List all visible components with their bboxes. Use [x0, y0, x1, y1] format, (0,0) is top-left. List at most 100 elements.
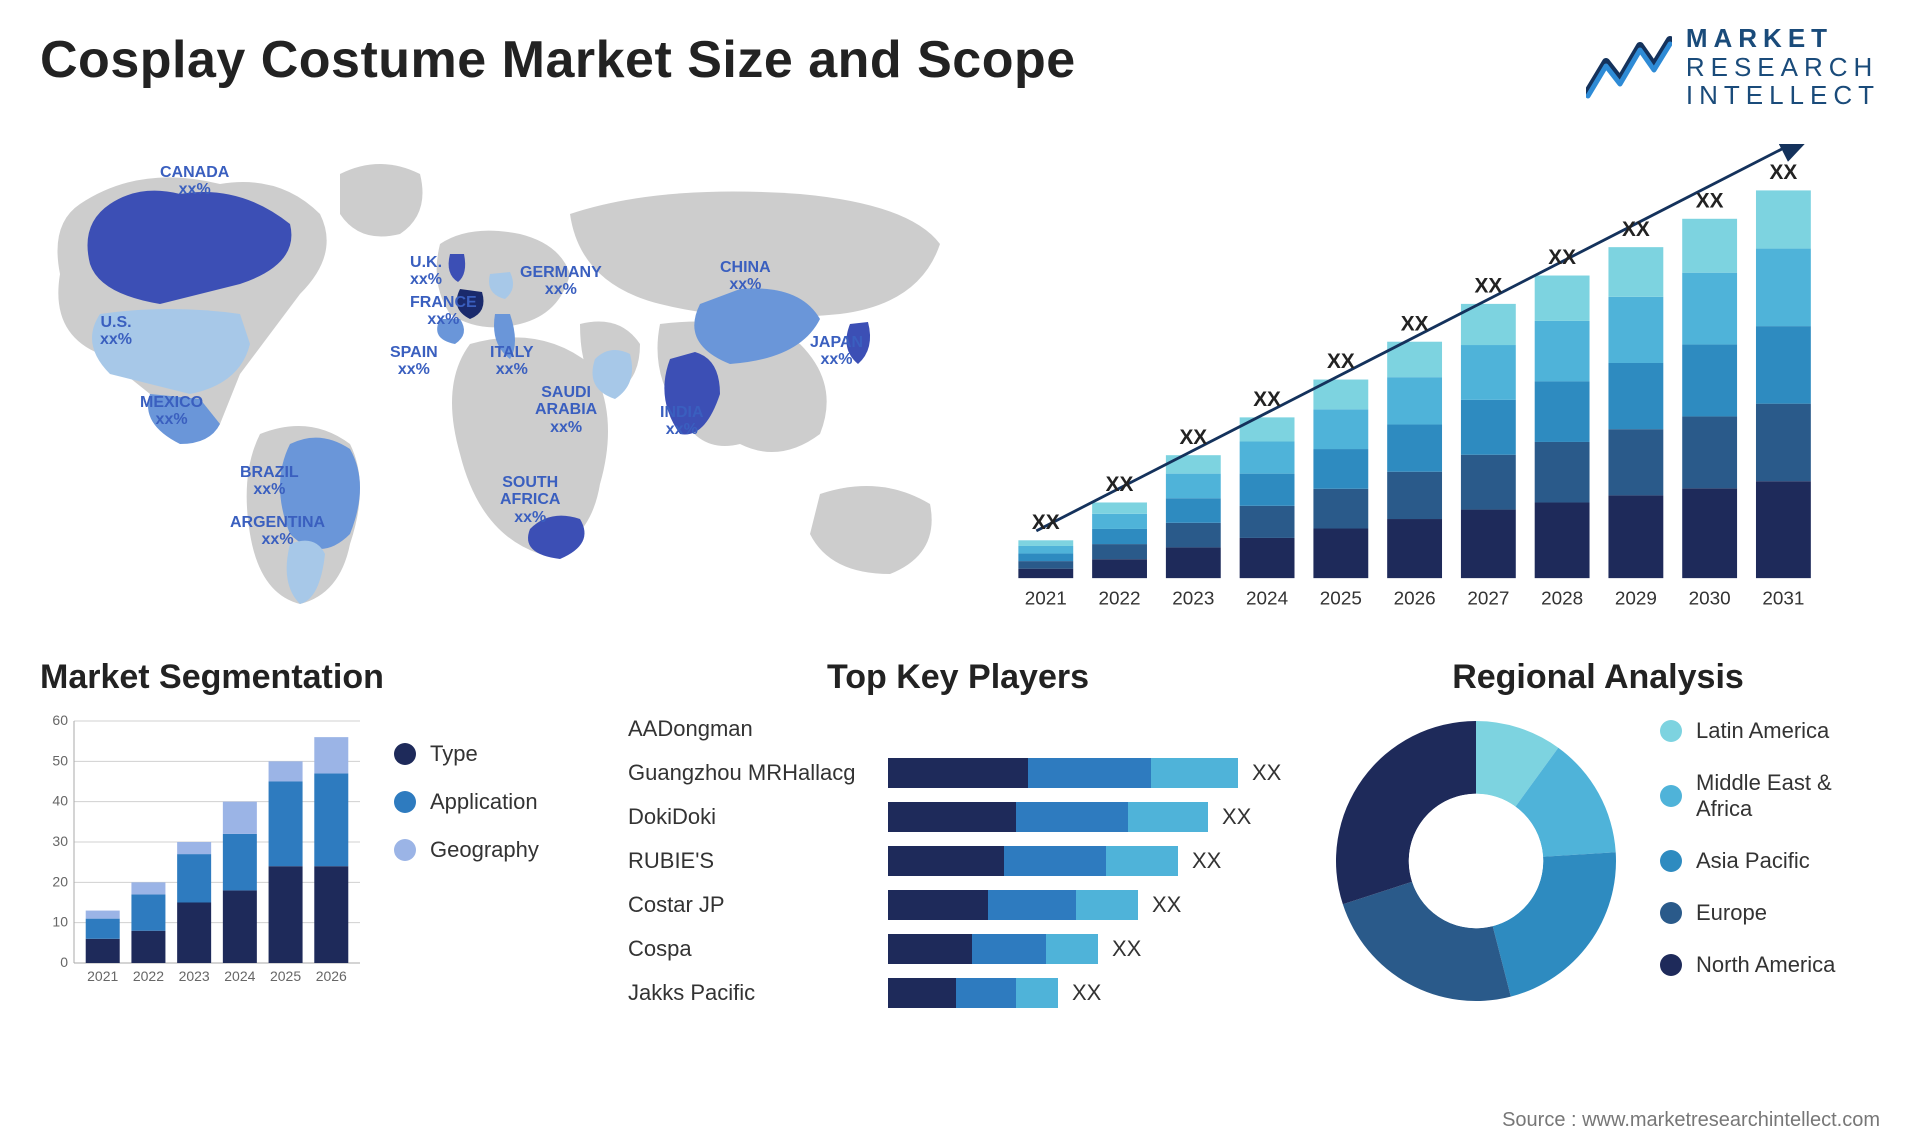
legend-label: Geography	[430, 837, 539, 863]
player-bar	[888, 934, 1098, 964]
svg-text:2025: 2025	[1320, 588, 1362, 609]
svg-text:XX: XX	[1696, 189, 1724, 212]
map-label: SPAINxx%	[390, 344, 438, 379]
brand-line1: MARKET	[1686, 24, 1880, 53]
player-bar-segment	[888, 934, 972, 964]
page: Cosplay Costume Market Size and Scope MA…	[0, 0, 1920, 1146]
player-bar-segment	[988, 890, 1076, 920]
player-bar-segment	[1106, 846, 1179, 876]
map-label: CHINAxx%	[720, 259, 771, 294]
top-row: CANADAxx%U.S.xx%MEXICOxx%BRAZILxx%ARGENT…	[40, 134, 1880, 634]
svg-text:50: 50	[52, 752, 68, 768]
svg-text:2031: 2031	[1762, 588, 1804, 609]
player-bar-segment	[888, 758, 1028, 788]
svg-text:2025: 2025	[270, 968, 301, 984]
player-row: CospaXX	[628, 931, 1298, 967]
svg-text:XX: XX	[1548, 246, 1576, 269]
svg-text:2021: 2021	[1025, 588, 1067, 609]
svg-text:2021: 2021	[87, 968, 118, 984]
segmentation-title: Market Segmentation	[40, 658, 600, 697]
map-label: FRANCExx%	[410, 294, 477, 329]
player-bar-segment	[972, 934, 1046, 964]
svg-text:30: 30	[52, 833, 68, 849]
map-label: BRAZILxx%	[240, 464, 299, 499]
player-bar	[888, 758, 1238, 788]
legend-swatch	[394, 791, 416, 813]
svg-text:2029: 2029	[1615, 588, 1657, 609]
svg-text:XX: XX	[1253, 388, 1281, 411]
legend-label: Type	[430, 741, 478, 767]
legend-label: Asia Pacific	[1696, 848, 1810, 874]
regional-legend-item: North America	[1660, 952, 1880, 978]
player-bar-segment	[1016, 978, 1059, 1008]
player-bar-segment	[1028, 758, 1151, 788]
segmentation-body: 202120222023202420252026 0102030405060 T…	[40, 711, 600, 991]
player-bar-segment	[956, 978, 1016, 1008]
player-value: XX	[1222, 804, 1251, 830]
bottom-row: Market Segmentation 20212022202320242025…	[40, 658, 1880, 1011]
legend-swatch	[1660, 785, 1682, 807]
map-label: MEXICOxx%	[140, 394, 203, 429]
player-row: AADongman	[628, 711, 1298, 747]
legend-swatch	[394, 743, 416, 765]
player-bar-segment	[888, 978, 956, 1008]
svg-text:40: 40	[52, 792, 68, 808]
regional-legend-item: Asia Pacific	[1660, 848, 1880, 874]
legend-swatch	[1660, 850, 1682, 872]
svg-text:2023: 2023	[179, 968, 210, 984]
player-row: Costar JPXX	[628, 887, 1298, 923]
player-bar	[888, 846, 1178, 876]
player-bar	[888, 890, 1138, 920]
svg-text:0: 0	[60, 954, 68, 970]
legend-swatch	[1660, 954, 1682, 976]
regional-donut	[1326, 711, 1626, 1011]
growth-chart: 2021202220232024202520262027202820292030…	[990, 134, 1880, 634]
players-body: AADongmanGuangzhou MRHallacgXXDokiDokiXX…	[618, 711, 1298, 1011]
legend-swatch	[1660, 720, 1682, 742]
world-map: CANADAxx%U.S.xx%MEXICOxx%BRAZILxx%ARGENT…	[40, 134, 970, 634]
brand-block: MARKET RESEARCH INTELLECT	[1586, 24, 1880, 110]
player-bar-wrap: XX	[888, 934, 1298, 964]
svg-text:XX: XX	[1622, 218, 1650, 241]
segmentation-legend-item: Geography	[394, 837, 600, 863]
player-name: AADongman	[628, 716, 888, 742]
player-value: XX	[1112, 936, 1141, 962]
player-bar-wrap: XX	[888, 802, 1298, 832]
svg-text:XX: XX	[1474, 274, 1502, 297]
player-bar-segment	[1046, 934, 1099, 964]
player-row: Jakks PacificXX	[628, 975, 1298, 1011]
player-bar-wrap: XX	[888, 758, 1298, 788]
player-bar-segment	[888, 890, 988, 920]
regional-legend-item: Latin America	[1660, 718, 1880, 744]
player-bar-wrap: XX	[888, 846, 1298, 876]
player-value: XX	[1072, 980, 1101, 1006]
svg-text:XX: XX	[1401, 312, 1429, 335]
player-name: Guangzhou MRHallacg	[628, 760, 888, 786]
brand-text: MARKET RESEARCH INTELLECT	[1686, 24, 1880, 110]
player-bar-wrap: XX	[888, 890, 1298, 920]
brand-line3: INTELLECT	[1686, 81, 1880, 110]
legend-label: Latin America	[1696, 718, 1829, 744]
legend-label: Europe	[1696, 900, 1767, 926]
page-title: Cosplay Costume Market Size and Scope	[40, 30, 1076, 90]
regional-body: Latin America Middle East &Africa Asia Pac…	[1316, 711, 1880, 1011]
regional-title: Regional Analysis	[1452, 658, 1744, 697]
player-bar-segment	[888, 846, 1004, 876]
svg-text:2022: 2022	[1099, 588, 1141, 609]
map-label: JAPANxx%	[810, 334, 863, 369]
svg-text:2030: 2030	[1689, 588, 1731, 609]
segmentation-legend-item: Type	[394, 741, 600, 767]
player-bar-wrap: XX	[888, 978, 1298, 1008]
map-label: ITALYxx%	[490, 344, 534, 379]
legend-label: Application	[430, 789, 538, 815]
player-bar-segment	[1076, 890, 1139, 920]
svg-text:20: 20	[52, 873, 68, 889]
regional-legend-item: Middle East &Africa	[1660, 770, 1880, 822]
source-text: Source : www.marketresearchintellect.com	[1502, 1109, 1880, 1132]
player-name: RUBIE'S	[628, 848, 888, 874]
map-label: CANADAxx%	[160, 164, 229, 199]
svg-text:2026: 2026	[316, 968, 347, 984]
player-bar-segment	[1004, 846, 1106, 876]
player-bar-segment	[888, 802, 1016, 832]
svg-text:XX: XX	[1327, 350, 1355, 373]
